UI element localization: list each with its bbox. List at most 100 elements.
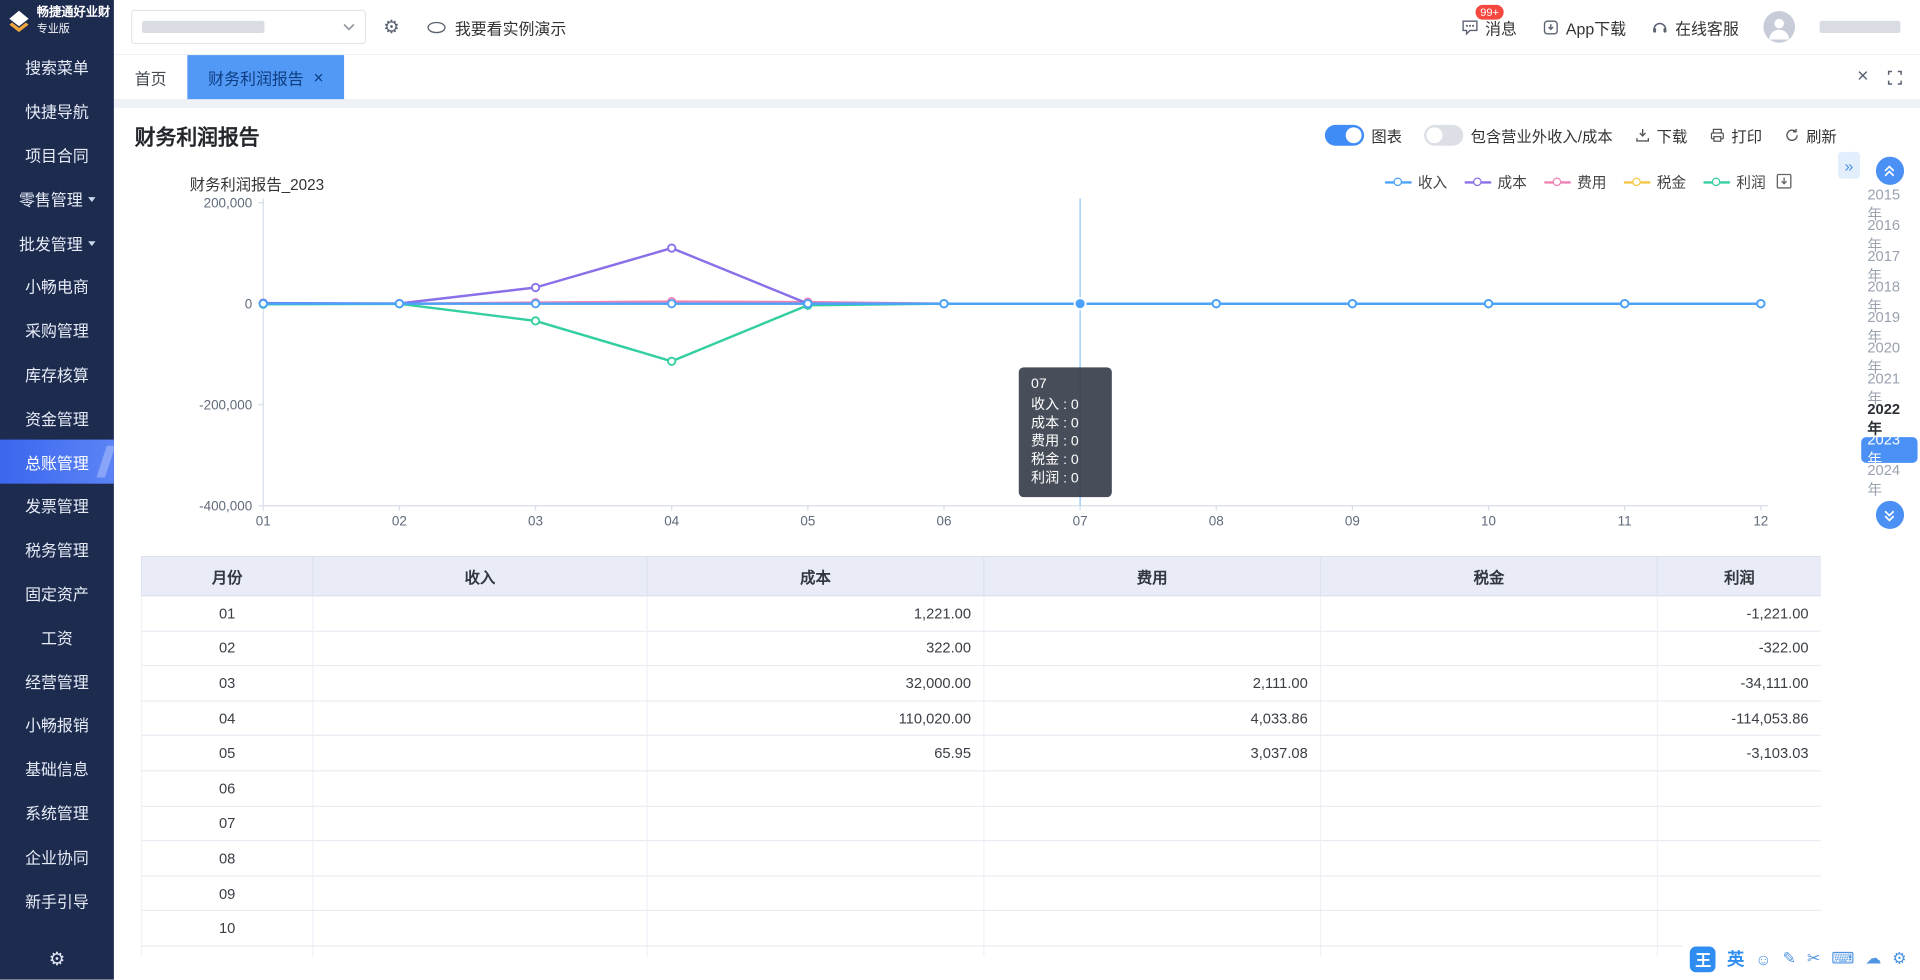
legend-item-1[interactable]: 收入	[1384, 171, 1447, 192]
sidebar-item-label: 库存核算	[25, 366, 89, 385]
sidebar-item-5[interactable]: 批发管理	[0, 221, 114, 265]
value-cell	[983, 840, 1322, 877]
sidebar-item-19[interactable]: 企业协同	[0, 834, 114, 878]
demo-button[interactable]: 我要看实例演示	[427, 15, 566, 38]
page-title: 财务利润报告	[134, 125, 260, 149]
year-item-2015[interactable]: 2015年	[1867, 186, 1901, 223]
sidebar-item-17[interactable]: 基础信息	[0, 747, 114, 791]
value-cell	[312, 595, 648, 632]
tab-home[interactable]: 首页	[114, 55, 187, 99]
close-tab-icon[interactable]: ×	[313, 67, 324, 87]
sidebar-item-12[interactable]: 税务管理	[0, 527, 114, 571]
value-cell: -114,053.86	[1656, 700, 1821, 737]
value-cell	[312, 770, 648, 807]
scroll-years-down-button[interactable]	[1875, 500, 1904, 529]
year-item-2018[interactable]: 2018年	[1867, 277, 1901, 315]
sidebar-item-label: 总账管理	[25, 453, 89, 473]
sidebar-item-label: 小畅电商	[25, 278, 89, 297]
sidebar-settings-icon[interactable]: ⚙	[48, 948, 66, 970]
profit-line-chart[interactable]: 200,000 0 -200,000 -400,000 01 02 03 04 05 06 07 08…	[122, 193, 1836, 543]
close-all-icon[interactable]: ×	[1857, 66, 1869, 87]
value-cell	[646, 910, 985, 947]
chart-legend: 收入 成本 费用 税金 利润	[1384, 171, 1766, 192]
legend-dot-icon	[1711, 177, 1721, 187]
year-item-2024[interactable]: 2024年	[1867, 461, 1901, 499]
print-button[interactable]: 打印	[1709, 123, 1762, 146]
legend-item-4[interactable]: 税金	[1623, 171, 1686, 192]
year-item-2019[interactable]: 2019年	[1867, 308, 1901, 346]
sidebar-item-label: 经营管理	[25, 672, 89, 692]
sidebar-item-15[interactable]: 经营管理	[0, 659, 114, 703]
value-cell: 1,221.00	[646, 595, 985, 632]
value-cell	[312, 840, 648, 877]
avatar[interactable]	[1763, 11, 1796, 43]
year-item-2021[interactable]: 2021年	[1867, 369, 1901, 407]
support-button[interactable]: 在线客服	[1651, 15, 1739, 38]
messages-button[interactable]: 99+ 消息	[1461, 3, 1517, 38]
tooltip-title: 07	[1031, 377, 1047, 392]
year-item-2023[interactable]: 2023年	[1861, 431, 1918, 468]
sidebar-item-10[interactable]: 总账管理	[0, 439, 114, 484]
sidebar-item-13[interactable]: 固定资产	[0, 571, 114, 615]
download-button[interactable]: 下载	[1635, 123, 1687, 146]
legend-item-3[interactable]: 费用	[1544, 171, 1606, 192]
legend-dot-icon	[1393, 177, 1402, 187]
fullscreen-icon[interactable]	[1887, 69, 1903, 85]
year-item-2020[interactable]: 2020年	[1867, 339, 1901, 376]
value-cell	[312, 735, 648, 772]
year-item-2016[interactable]: 2016年	[1867, 216, 1901, 254]
org-select[interactable]	[131, 9, 367, 45]
ime-logo[interactable]: 王	[1690, 945, 1717, 972]
sidebar-item-18[interactable]: 系统管理	[0, 790, 114, 834]
collapse-year-panel-button[interactable]: »	[1837, 151, 1861, 179]
ime-settings-icon[interactable]: ⚙	[1892, 948, 1907, 968]
value-cell: -34,111.00	[1656, 665, 1821, 702]
sidebar-item-7[interactable]: 采购管理	[0, 308, 114, 352]
sidebar-item-1[interactable]: 搜索菜单	[0, 45, 114, 89]
legend-item-5[interactable]: 利润	[1703, 171, 1766, 192]
value-cell	[1656, 910, 1821, 947]
month-cell: 06	[140, 770, 314, 807]
column-header: 费用	[983, 555, 1322, 597]
refresh-button[interactable]: 刷新	[1784, 123, 1837, 146]
cloud-icon[interactable]: ☁	[1865, 948, 1882, 968]
screenshot-icon[interactable]: ✂	[1806, 948, 1821, 968]
year-item-2022[interactable]: 2022年	[1867, 400, 1901, 438]
topbar-settings-icon[interactable]: ⚙	[383, 17, 400, 38]
sidebar-item-3[interactable]: 项目合同	[0, 133, 114, 177]
value-cell	[646, 805, 985, 842]
ime-language-mode[interactable]: 英	[1727, 948, 1745, 969]
sidebar-item-11[interactable]: 发票管理	[0, 484, 114, 528]
svg-text:200,000: 200,000	[204, 196, 253, 211]
tab-financial-profit-report[interactable]: 财务利润报告 ×	[187, 55, 345, 100]
sidebar-item-14[interactable]: 工资	[0, 615, 114, 659]
save-image-icon[interactable]	[1776, 173, 1793, 196]
month-cell: 07	[140, 805, 314, 842]
year-item-2017[interactable]: 2017年	[1867, 247, 1901, 285]
sidebar-item-4[interactable]: 零售管理	[0, 177, 114, 221]
sidebar-item-2[interactable]: 快捷导航	[0, 89, 114, 133]
table-row: 11	[140, 945, 1821, 957]
sidebar-item-8[interactable]: 库存核算	[0, 352, 114, 396]
sidebar-item-16[interactable]: 小畅报销	[0, 703, 114, 747]
year-panel: 2015年 2016年 2017年 2018年 2019年 2020年 2021年 2022年…	[1861, 149, 1918, 539]
scroll-years-up-button[interactable]	[1875, 156, 1904, 185]
sidebar-item-9[interactable]: 资金管理	[0, 396, 114, 440]
toggle-chart[interactable]: 图表	[1324, 123, 1402, 146]
value-cell	[1320, 630, 1658, 667]
value-cell	[1320, 840, 1658, 877]
toggle-knob	[1426, 126, 1443, 143]
refresh-label: 刷新	[1806, 127, 1837, 146]
handwriting-icon[interactable]: ✎	[1782, 948, 1796, 968]
sidebar-item-6[interactable]: 小畅电商	[0, 264, 114, 308]
app-download-button[interactable]: App下载	[1541, 15, 1626, 38]
keyboard-icon[interactable]: ⌨	[1831, 948, 1855, 968]
toggle-include-nonoperating[interactable]: 包含营业外收入/成本	[1424, 123, 1613, 146]
svg-text:06: 06	[936, 513, 951, 528]
table-row: 03 32,000.00 2,111.00 -34,111.00	[140, 665, 1821, 702]
sidebar-item-20[interactable]: 新手引导	[0, 878, 114, 922]
support-label: 在线客服	[1675, 18, 1739, 38]
emoji-icon[interactable]: ☺	[1755, 949, 1772, 968]
legend-item-2[interactable]: 成本	[1464, 171, 1527, 192]
tab-label: 首页	[134, 69, 167, 88]
